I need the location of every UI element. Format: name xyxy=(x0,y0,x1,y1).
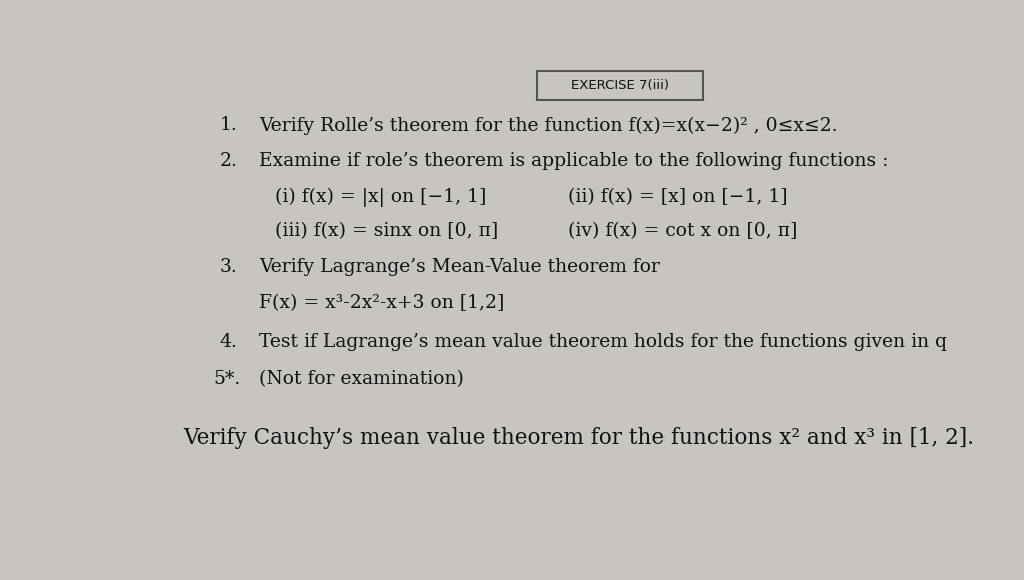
Text: Verify Lagrange’s Mean-Value theorem for: Verify Lagrange’s Mean-Value theorem for xyxy=(259,258,659,276)
Text: 2.: 2. xyxy=(219,152,238,170)
Text: Verify Cauchy’s mean value theorem for the functions x² and x³ in [1, 2].: Verify Cauchy’s mean value theorem for t… xyxy=(183,427,975,449)
Text: (iii) f(x) = sinx on [0, π]: (iii) f(x) = sinx on [0, π] xyxy=(274,222,498,240)
Text: (Not for examination): (Not for examination) xyxy=(259,369,464,387)
Text: EXERCISE 7(iii): EXERCISE 7(iii) xyxy=(571,79,669,92)
Text: 3.: 3. xyxy=(219,258,237,276)
Text: (i) f(x) = |x| on [−1, 1]: (i) f(x) = |x| on [−1, 1] xyxy=(274,187,486,206)
Text: Examine if role’s theorem is applicable to the following functions :: Examine if role’s theorem is applicable … xyxy=(259,152,888,170)
Text: Test if Lagrange’s mean value theorem holds for the functions given in q: Test if Lagrange’s mean value theorem ho… xyxy=(259,333,947,351)
FancyBboxPatch shape xyxy=(537,71,703,100)
Text: F(x) = x³-2x²-x+3 on [1,2]: F(x) = x³-2x²-x+3 on [1,2] xyxy=(259,293,504,311)
Text: 4.: 4. xyxy=(219,333,238,351)
Text: Verify Rolle’s theorem for the function f(x)=x(x−2)² , 0≤x≤2.: Verify Rolle’s theorem for the function … xyxy=(259,117,838,135)
Text: 5*.: 5*. xyxy=(214,369,241,387)
Text: (iv) f(x) = cot x on [0, π]: (iv) f(x) = cot x on [0, π] xyxy=(568,222,798,240)
Text: (ii) f(x) = [x] on [−1, 1]: (ii) f(x) = [x] on [−1, 1] xyxy=(568,188,788,206)
Text: 1.: 1. xyxy=(219,117,237,135)
